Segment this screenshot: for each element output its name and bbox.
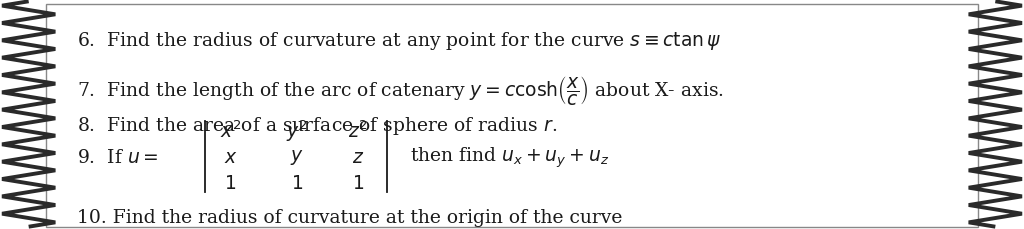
Text: $z^2$: $z^2$ — [348, 120, 369, 141]
Text: then find $u_x + u_y + u_z$: then find $u_x + u_y + u_z$ — [410, 145, 608, 169]
Text: $x$: $x$ — [223, 148, 238, 166]
Text: $z$: $z$ — [352, 148, 365, 166]
Text: 10. Find the radius of curvature at the origin of the curve: 10. Find the radius of curvature at the … — [77, 208, 623, 226]
FancyBboxPatch shape — [46, 5, 978, 227]
Text: $y^2$: $y^2$ — [286, 118, 308, 143]
Text: 9.  If $u=$: 9. If $u=$ — [77, 148, 158, 166]
Text: 8.  Find the area of a surface of sphere of radius $r$.: 8. Find the area of a surface of sphere … — [77, 114, 557, 136]
Text: $1$: $1$ — [291, 174, 303, 192]
Text: $y$: $y$ — [290, 147, 304, 166]
Text: 6.  Find the radius of curvature at any point for the curve $s \equiv c\tan\psi$: 6. Find the radius of curvature at any p… — [77, 30, 721, 52]
Text: $1$: $1$ — [224, 174, 237, 192]
Text: $x^2$: $x^2$ — [219, 120, 242, 141]
Text: $1$: $1$ — [352, 174, 365, 192]
Text: 7.  Find the length of the arc of catenary $y = c\cosh\!\left(\dfrac{x}{c}\right: 7. Find the length of the arc of catenar… — [77, 73, 724, 106]
